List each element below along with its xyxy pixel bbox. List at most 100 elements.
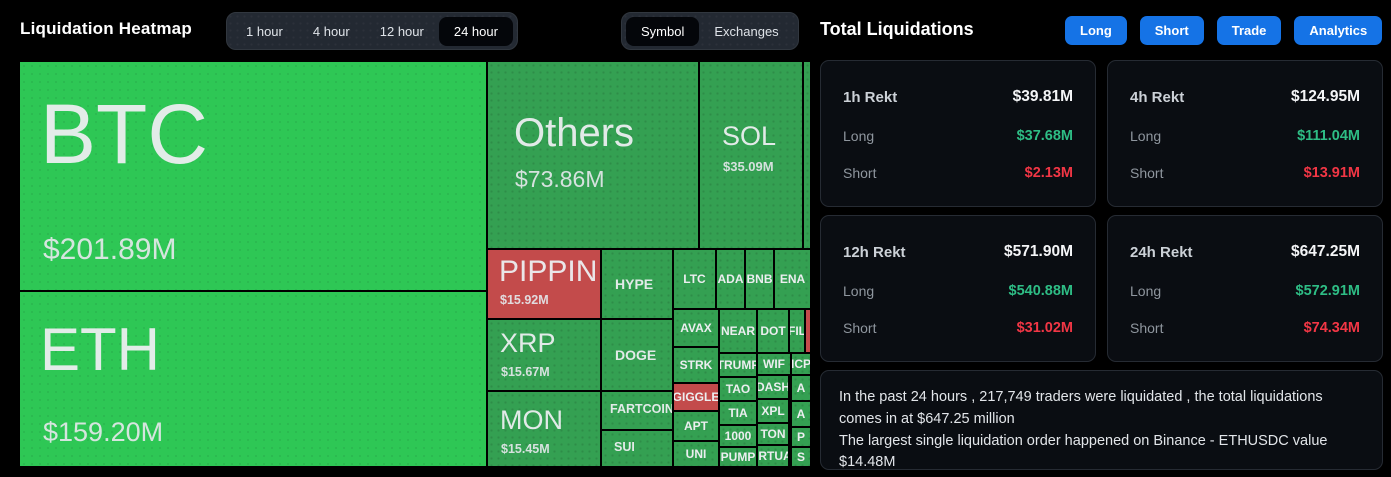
long-value: $540.88M	[1008, 282, 1074, 299]
treemap-tile-pippin[interactable]: PIPPIN $15.92M	[488, 250, 600, 318]
tile-value: $15.92M	[500, 293, 549, 307]
period-label: 12h Rekt	[843, 243, 906, 261]
stats-card-4h: 4h Rekt $124.95M Long $111.04M Short $13.91…	[1107, 60, 1383, 207]
tile-value: $201.89M	[43, 233, 177, 266]
treemap-tile-ena[interactable]: ENA	[775, 250, 810, 308]
treemap-tile-cut-a1[interactable]: A	[792, 376, 810, 400]
long-button[interactable]: Long	[1065, 16, 1127, 45]
view-mode-control: Symbol Exchanges	[621, 12, 799, 50]
treemap-tile-near[interactable]: NEAR	[720, 310, 756, 352]
treemap-tile-pump[interactable]: PUMP	[720, 448, 756, 466]
tile-symbol: BTC	[40, 87, 208, 181]
treemap-tile-doge[interactable]: DOGE	[602, 320, 672, 390]
treemap-tile-cut-a2[interactable]: A	[792, 402, 810, 426]
time-range-option-1h[interactable]: 1 hour	[246, 23, 283, 39]
time-range-option-12h[interactable]: 12 hour	[379, 23, 424, 39]
tile-symbol: DOGE	[615, 347, 657, 363]
treemap-tile-others[interactable]: Others $73.86M	[488, 62, 698, 248]
trade-button[interactable]: Trade	[1216, 16, 1282, 45]
time-range-option-24h[interactable]: 24 hour	[438, 16, 513, 46]
long-value: $572.91M	[1295, 282, 1361, 299]
treemap-tile-sui[interactable]: SUI	[602, 431, 672, 466]
view-mode-symbol[interactable]: Symbol	[626, 16, 700, 46]
treemap-tile-dash[interactable]: DASH	[758, 376, 788, 398]
total-value: $39.81M	[1012, 88, 1073, 105]
tile-symbol: HYPE	[615, 276, 654, 292]
treemap-tile-bnb[interactable]: BNB	[746, 250, 773, 308]
treemap-tile-trump[interactable]: TRUMP	[720, 354, 756, 376]
tile-value: $35.09M	[723, 159, 774, 174]
tile-symbol: PIPPIN	[499, 255, 598, 288]
long-label: Long	[843, 282, 875, 299]
treemap-tile-apt[interactable]: APT	[674, 412, 718, 440]
tile-symbol: ETH	[40, 316, 160, 383]
treemap-tile-eth[interactable]: ETH $159.20M	[20, 292, 486, 466]
summary-line-1: In the past 24 hours , 217,749 traders w…	[839, 389, 1323, 427]
tile-value: $15.45M	[501, 442, 550, 456]
total-value: $647.25M	[1291, 243, 1360, 260]
treemap-tile-ada[interactable]: ADA	[717, 250, 744, 308]
long-value: $37.68M	[1016, 127, 1073, 144]
treemap-tile-fartcoin[interactable]: FARTCOIN	[602, 392, 672, 429]
short-label: Short	[843, 165, 877, 181]
liquidation-treemap: BTC $201.89M ETH $159.20M Others $73.86M…	[20, 62, 810, 466]
short-label: Short	[843, 320, 877, 336]
time-range-control: 1 hour 4 hour 12 hour 24 hour	[226, 12, 518, 50]
tile-symbol: FARTCOIN	[610, 402, 672, 416]
view-mode-exchanges[interactable]: Exchanges	[714, 23, 779, 39]
short-button[interactable]: Short	[1139, 16, 1204, 45]
time-range-option-4h[interactable]: 4 hour	[312, 23, 350, 39]
treemap-tile-uni[interactable]: UNI	[674, 442, 718, 466]
treemap-tile-cut-s[interactable]: S	[792, 448, 810, 466]
stats-card-12h: 12h Rekt $571.90M Long $540.88M Short $31.0…	[820, 215, 1096, 362]
treemap-tile-virtual[interactable]: VIRTUAL	[758, 446, 788, 466]
total-value: $124.95M	[1291, 88, 1360, 105]
tile-value: $73.86M	[515, 166, 605, 192]
treemap-tile-mon[interactable]: MON $15.45M	[488, 392, 600, 466]
treemap-tile-cut-p[interactable]: P	[792, 428, 810, 446]
treemap-tile-tia[interactable]: TIA	[720, 402, 756, 424]
long-value: $111.04M	[1297, 127, 1360, 144]
treemap-tile-wif[interactable]: WIF	[758, 354, 790, 374]
tile-value: $15.67M	[501, 365, 550, 379]
treemap-tile-btc[interactable]: BTC $201.89M	[20, 62, 486, 290]
short-label: Short	[1130, 165, 1164, 181]
treemap-tile-sol[interactable]: SOL $35.09M	[700, 62, 802, 248]
period-label: 24h Rekt	[1130, 243, 1193, 261]
treemap-tile-cutoff-2[interactable]	[806, 310, 810, 352]
total-value: $571.90M	[1004, 243, 1073, 260]
analytics-button[interactable]: Analytics	[1294, 16, 1383, 45]
period-label: 4h Rekt	[1130, 88, 1185, 106]
treemap-tile-icp[interactable]: ICP	[792, 354, 810, 374]
treemap-tile-dot[interactable]: DOT	[758, 310, 788, 352]
page-title: Liquidation Heatmap	[20, 19, 192, 38]
treemap-tile-cutoff-1[interactable]	[804, 62, 810, 248]
tile-symbol: MON	[500, 405, 563, 435]
treemap-tile-strk[interactable]: STRK	[674, 348, 718, 382]
treemap-tile-giggle[interactable]: GIGGLE	[674, 384, 718, 410]
short-value: $13.91M	[1303, 165, 1360, 181]
short-value: $31.02M	[1016, 320, 1073, 336]
treemap-tile-avax[interactable]: AVAX	[674, 310, 718, 346]
total-liquidations-title: Total Liquidations	[820, 19, 974, 39]
treemap-tile-tao[interactable]: TAO	[720, 378, 756, 400]
long-label: Long	[1130, 282, 1162, 299]
treemap-tile-1000[interactable]: 1000	[720, 426, 756, 446]
treemap-tile-fil[interactable]: FIL	[790, 310, 804, 352]
tile-symbol: SUI	[614, 440, 635, 454]
treemap-tile-xpl[interactable]: XPL	[758, 400, 788, 422]
stats-card-1h: 1h Rekt $39.81M Long $37.68M Short $2.13M	[820, 60, 1096, 207]
action-buttons: Long Short Trade Analytics	[1065, 16, 1383, 45]
summary-panel: In the past 24 hours , 217,749 traders w…	[820, 370, 1383, 470]
short-value: $2.13M	[1024, 165, 1073, 181]
treemap-tile-ton[interactable]: TON	[758, 424, 788, 444]
short-value: $74.34M	[1303, 320, 1360, 336]
tile-value: $159.20M	[43, 417, 164, 447]
period-label: 1h Rekt	[843, 88, 898, 106]
tile-symbol: XRP	[500, 328, 556, 358]
treemap-tile-hype[interactable]: HYPE	[602, 250, 672, 318]
treemap-tile-ltc[interactable]: LTC	[674, 250, 715, 308]
treemap-tile-xrp[interactable]: XRP $15.67M	[488, 320, 600, 390]
tile-symbol: SOL	[722, 121, 777, 151]
summary-line-2: The largest single liquidation order hap…	[839, 432, 1328, 471]
